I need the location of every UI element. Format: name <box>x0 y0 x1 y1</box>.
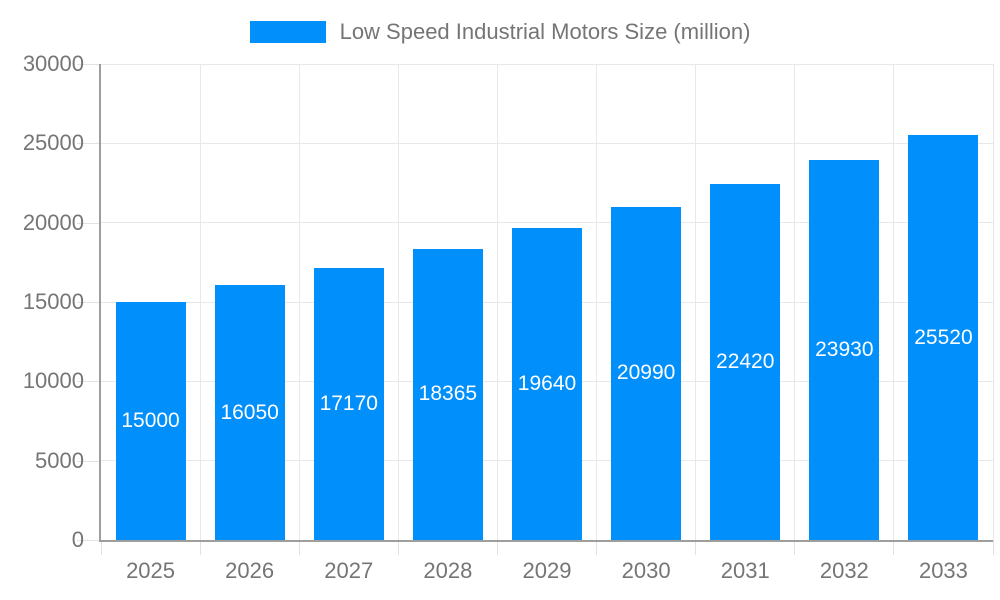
y-tick-label: 15000 <box>22 289 84 314</box>
y-axis-tick <box>77 460 99 462</box>
x-axis-tick <box>298 540 300 555</box>
gridline-h <box>101 63 993 65</box>
x-tick-label: 2025 <box>126 558 176 583</box>
x-axis-tick <box>992 540 994 555</box>
y-tick-label: 0 <box>71 527 84 552</box>
x-tick-label: 2032 <box>819 558 869 583</box>
x-axis-line <box>99 540 993 542</box>
gridline-v <box>199 64 201 540</box>
x-axis-tick <box>794 540 796 555</box>
y-axis-tick <box>77 381 99 383</box>
x-tick-label: 2031 <box>720 558 770 583</box>
y-axis-tick <box>77 64 99 65</box>
gridline-v <box>695 64 697 540</box>
y-tick-label: 25000 <box>22 130 84 156</box>
y-tick-label: 5000 <box>35 447 84 473</box>
legend-label: Low Speed Industrial Motors Size (millio… <box>339 19 751 44</box>
x-axis-tick <box>199 540 201 555</box>
gridline-v <box>596 64 598 540</box>
x-axis-tick <box>496 540 498 555</box>
y-tick-label: 30000 <box>22 51 84 76</box>
gridline-v <box>298 64 300 540</box>
y-axis-tick <box>77 302 99 303</box>
y-axis-tick <box>77 143 99 145</box>
x-axis-tick <box>893 540 895 555</box>
legend-swatch <box>249 21 326 43</box>
gridline-h <box>101 142 993 144</box>
x-tick-label: 2026 <box>225 558 275 583</box>
y-tick-label: 10000 <box>22 368 84 394</box>
x-axis-tick <box>596 540 598 555</box>
bar[interactable] <box>611 206 682 540</box>
x-tick-label: 2030 <box>621 558 671 583</box>
x-tick-label: 2028 <box>423 558 473 583</box>
gridline-h <box>101 222 993 224</box>
gridline-v <box>397 64 399 540</box>
y-axis-tick <box>77 222 99 224</box>
bar[interactable] <box>908 135 979 540</box>
bar[interactable] <box>809 160 880 540</box>
x-tick-label: 2029 <box>522 558 572 583</box>
plot-area: 0 5000 10000 15000 20000 25000 30000 15000 2025 1… <box>23 51 994 583</box>
chart-legend[interactable]: Low Speed Industrial Motors Size (millio… <box>0 20 1000 44</box>
y-axis-tick <box>77 540 99 541</box>
bar[interactable] <box>115 302 186 540</box>
bar[interactable] <box>710 184 781 540</box>
gridline-v <box>992 64 994 540</box>
x-axis-tick <box>695 540 697 555</box>
bar[interactable] <box>512 228 582 540</box>
x-axis-tick <box>397 540 399 555</box>
y-axis-line <box>99 64 101 540</box>
gridline-v <box>496 64 498 540</box>
x-tick-label: 2027 <box>324 558 374 583</box>
x-tick-label: 2033 <box>918 558 968 583</box>
gridline-v <box>794 64 796 540</box>
y-tick-label: 20000 <box>22 209 84 235</box>
bar[interactable] <box>313 267 384 540</box>
gridline-v <box>893 64 895 540</box>
x-axis-tick <box>100 540 102 555</box>
bar[interactable] <box>412 248 483 540</box>
bar[interactable] <box>214 285 285 540</box>
